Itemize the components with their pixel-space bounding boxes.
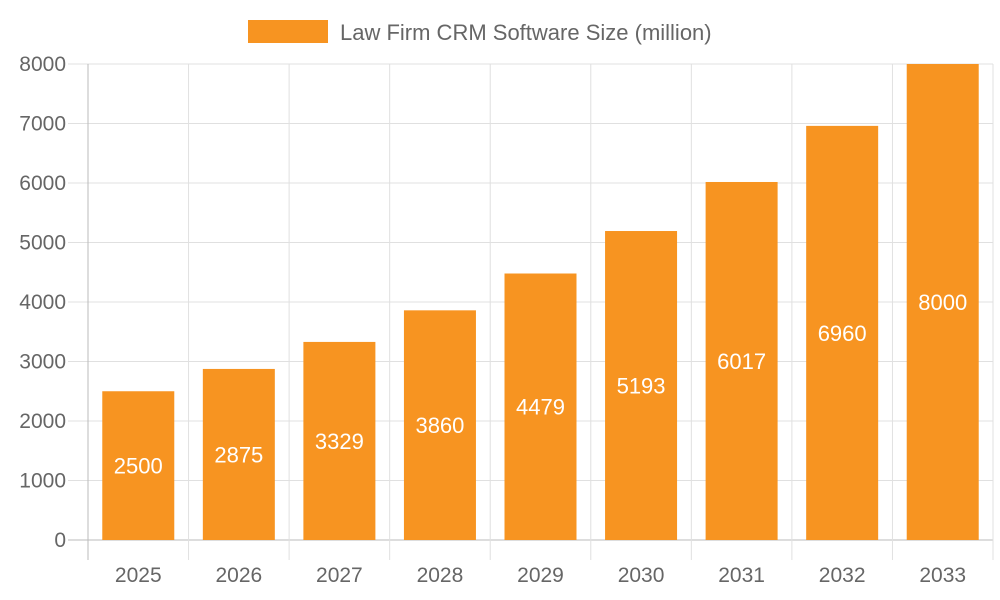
y-tick-label: 1000 [19, 470, 66, 493]
x-tick-label: 2026 [215, 564, 262, 587]
y-tick-label: 3000 [19, 351, 66, 374]
data-label: 3860 [415, 413, 464, 438]
y-tick-label: 4000 [19, 291, 66, 314]
y-tick-label: 6000 [19, 172, 66, 195]
x-tick-label: 2029 [517, 564, 564, 587]
x-tick-label: 2025 [115, 564, 162, 587]
bars: 2500 2875 3329 3860 4479 5193 6017 6960 8000 [102, 64, 979, 541]
bar [705, 181, 778, 540]
axes: 0 1000 2000 3000 4000 5000 6000 7000 8000 2025 202… [19, 53, 966, 587]
data-label: 6960 [818, 321, 867, 346]
legend-swatch [248, 20, 328, 43]
y-tick-label: 0 [54, 529, 66, 552]
data-label: 6017 [717, 349, 766, 374]
bar [605, 231, 678, 541]
bar [403, 310, 476, 540]
bar [102, 391, 175, 540]
bar [202, 368, 275, 540]
y-tick-label: 8000 [19, 53, 66, 76]
bar [806, 125, 879, 540]
data-label: 4479 [516, 395, 565, 420]
x-tick-label: 2028 [417, 564, 464, 587]
bar [303, 341, 376, 540]
legend: Law Firm CRM Software Size (million) [248, 20, 712, 45]
bar [906, 64, 979, 540]
x-tick-label: 2031 [718, 564, 765, 587]
y-tick-label: 2000 [19, 410, 66, 433]
x-tick-label: 2032 [819, 564, 866, 587]
y-tick-label: 7000 [19, 113, 66, 136]
data-label: 2875 [214, 442, 263, 467]
data-label: 5193 [617, 374, 666, 399]
data-label: 8000 [918, 290, 967, 315]
data-label: 3329 [315, 429, 364, 454]
x-tick-label: 2027 [316, 564, 363, 587]
bar [504, 273, 577, 540]
data-label: 2500 [114, 454, 163, 479]
legend-label: Law Firm CRM Software Size (million) [340, 20, 712, 45]
x-tick-label: 2030 [618, 564, 665, 587]
y-tick-label: 5000 [19, 232, 66, 255]
x-tick-label: 2033 [919, 564, 966, 587]
